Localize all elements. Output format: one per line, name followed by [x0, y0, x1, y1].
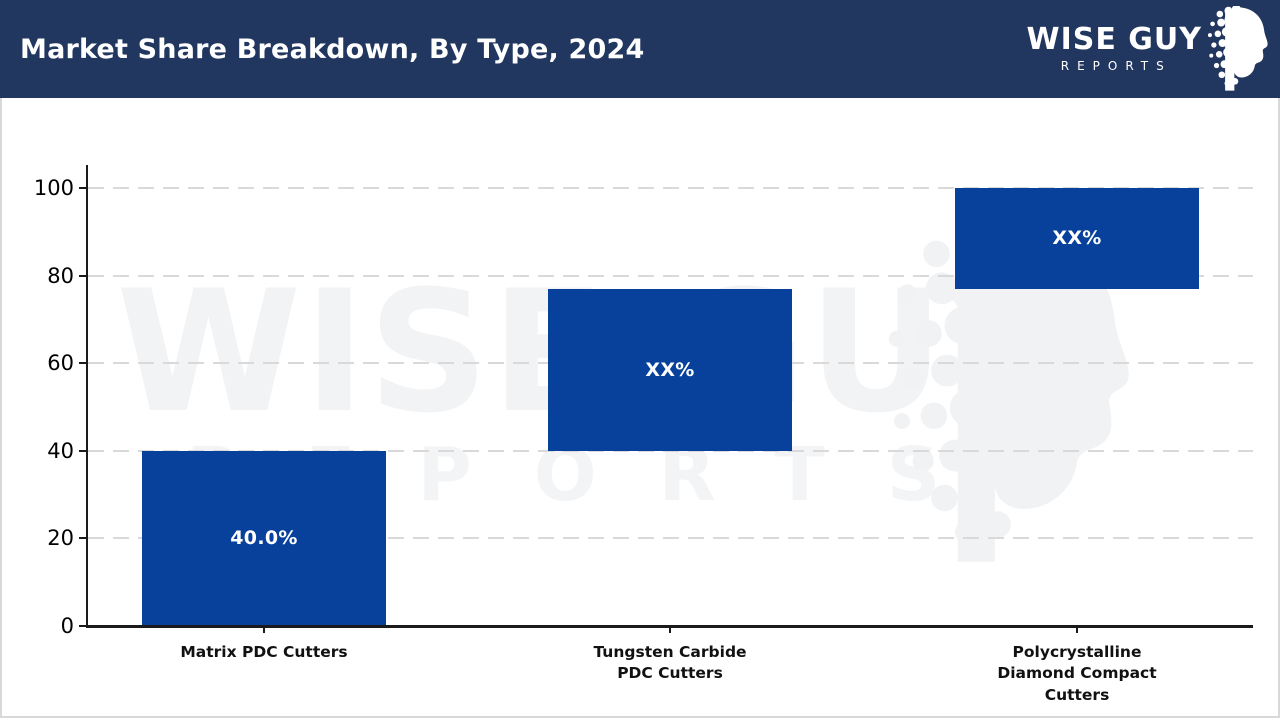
brand-subtitle: REPORTS: [1060, 59, 1172, 73]
x-axis-category-line: Polycrystalline: [1012, 643, 1142, 661]
y-axis-line: [86, 165, 88, 628]
y-axis-tick-label: 60: [47, 351, 74, 376]
bar-1: 40.0%: [142, 450, 386, 626]
brand-name: WISE GUY: [1026, 22, 1202, 57]
page-border-right: [1278, 98, 1280, 718]
page-border-bottom: [0, 716, 1280, 718]
y-axis-tick-label: 100: [33, 176, 74, 200]
x-axis-line: [86, 625, 1253, 628]
x-axis-category-label: Tungsten Carbide PDC Cutters: [510, 642, 830, 685]
x-axis-category-label: Matrix PDC Cutters: [104, 642, 424, 663]
x-axis-tick-mark: [669, 626, 671, 633]
bar-value-label: 40.0%: [230, 527, 298, 550]
y-axis-tick-mark: [79, 625, 88, 627]
x-axis-tick-mark: [1076, 626, 1078, 633]
y-axis-tick-mark: [79, 187, 88, 189]
y-axis-tick-mark: [79, 449, 88, 452]
gridline-20: [88, 537, 1253, 540]
y-axis-tick-label: 40: [47, 438, 74, 463]
page-border-left: [0, 98, 2, 718]
gridline-100: [88, 187, 1253, 189]
x-axis-category-label: Polycrystalline Diamond Compact Cutters: [917, 642, 1237, 706]
x-axis-category-line: Cutters: [1044, 685, 1110, 704]
y-axis-tick-label: 20: [47, 526, 74, 551]
x-axis-category-line: Matrix PDC Cutters: [180, 643, 348, 661]
y-axis-tick-label: 80: [47, 263, 74, 288]
y-axis-tick-mark: [79, 362, 88, 365]
x-axis-category-line: Tungsten Carbide: [593, 643, 747, 661]
bar-3: XX%: [955, 188, 1199, 289]
bar-value-label: XX%: [1052, 227, 1102, 250]
brand-logo-text: WISE GUY REPORTS: [1026, 22, 1202, 74]
y-axis-tick-label: 0: [60, 614, 74, 638]
page-title: Market Share Breakdown, By Type, 2024: [20, 33, 645, 65]
y-axis-tick-mark: [79, 274, 88, 277]
gridline-80: [88, 274, 1253, 277]
bar-2: XX%: [548, 288, 792, 451]
x-axis-tick-mark: [263, 626, 265, 633]
header-bar: Market Share Breakdown, By Type, 2024 WI…: [0, 0, 1280, 98]
x-axis-category-line: PDC Cutters: [617, 664, 723, 683]
y-axis-tick-mark: [79, 537, 88, 540]
bar-value-label: XX%: [645, 358, 695, 381]
brand-logo: WISE GUY REPORTS: [1026, 4, 1270, 94]
x-axis-category-line: Diamond Compact: [997, 664, 1157, 683]
face-profile-dots-icon: [1207, 6, 1268, 91]
gridline-40: [88, 449, 1253, 452]
